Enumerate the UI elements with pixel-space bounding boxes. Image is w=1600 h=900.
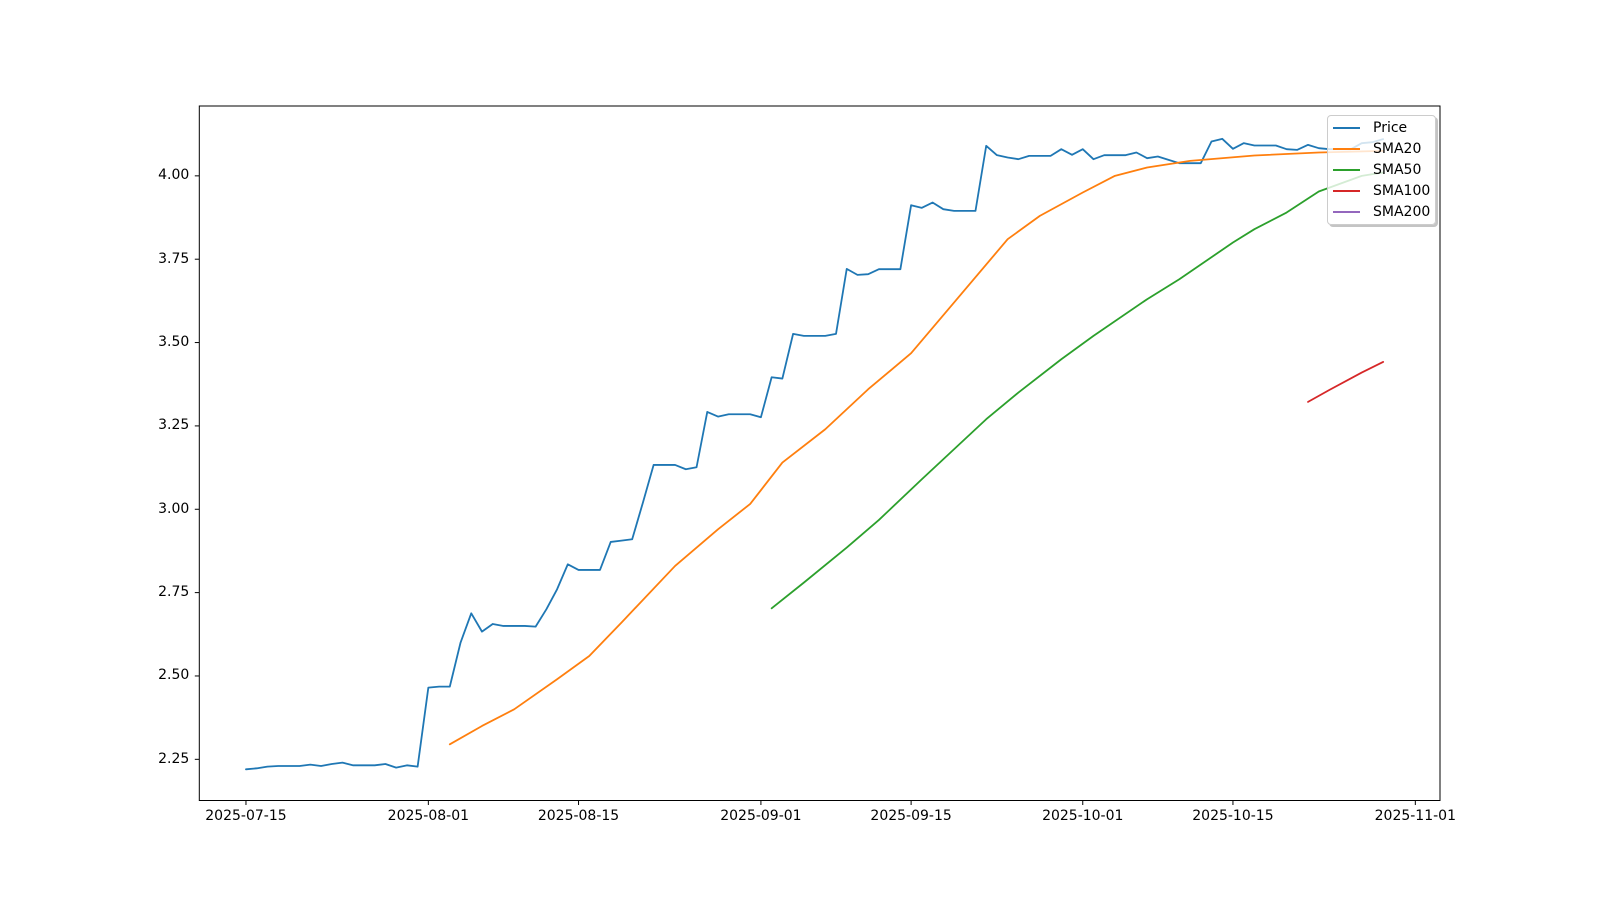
y-tick-label: 4.00 [158,167,190,184]
legend-item-price: Price [1328,117,1435,138]
legend-line-swatch-sma20 [1333,147,1360,150]
x-tick-label: 2025-10-15 [1192,808,1274,824]
legend-line-swatch-sma50 [1333,168,1360,171]
legend: Price SMA20 SMA50 SMA100 SMA200 [1327,115,1436,225]
legend-label: SMA100 [1373,182,1431,199]
x-tick-label: 2025-11-01 [1374,808,1456,824]
x-tick-label: 2025-10-01 [1042,808,1124,824]
y-tick-label: 3.75 [158,250,190,267]
y-tick-label: 3.25 [158,417,190,434]
x-tick-label: 2025-08-15 [537,808,620,824]
legend-label: SMA50 [1373,161,1422,178]
price-line [245,137,1385,771]
y-tick-label: 2.25 [158,750,190,767]
x-tick-label: 2025-09-15 [870,808,952,824]
legend-line-swatch-price [1333,126,1360,129]
legend-item-sma20: SMA20 [1328,138,1435,159]
legend-item-sma100: SMA100 [1328,180,1435,201]
sma100-line [1307,360,1385,403]
sma50-line [770,171,1385,610]
legend-label: SMA200 [1373,203,1431,220]
sma20-line [448,149,1385,746]
legend-item-sma50: SMA50 [1328,159,1435,180]
axes-spines [198,105,1441,801]
legend-line-swatch-sma200 [1333,210,1360,213]
x-tick-label: 2025-08-01 [387,808,470,824]
x-tick-label: 2025-07-15 [205,808,287,824]
y-tick-label: 2.75 [158,584,190,601]
legend-label: SMA20 [1373,140,1422,157]
legend-item-sma200: SMA200 [1328,201,1435,222]
x-tick-label: 2025-09-01 [720,808,802,824]
y-tick-label: 2.50 [158,667,190,684]
y-tick-label: 3.00 [158,500,190,517]
legend-line-swatch-sma100 [1333,189,1360,192]
legend-label: Price [1373,119,1408,136]
y-tick-label: 3.50 [158,334,190,351]
